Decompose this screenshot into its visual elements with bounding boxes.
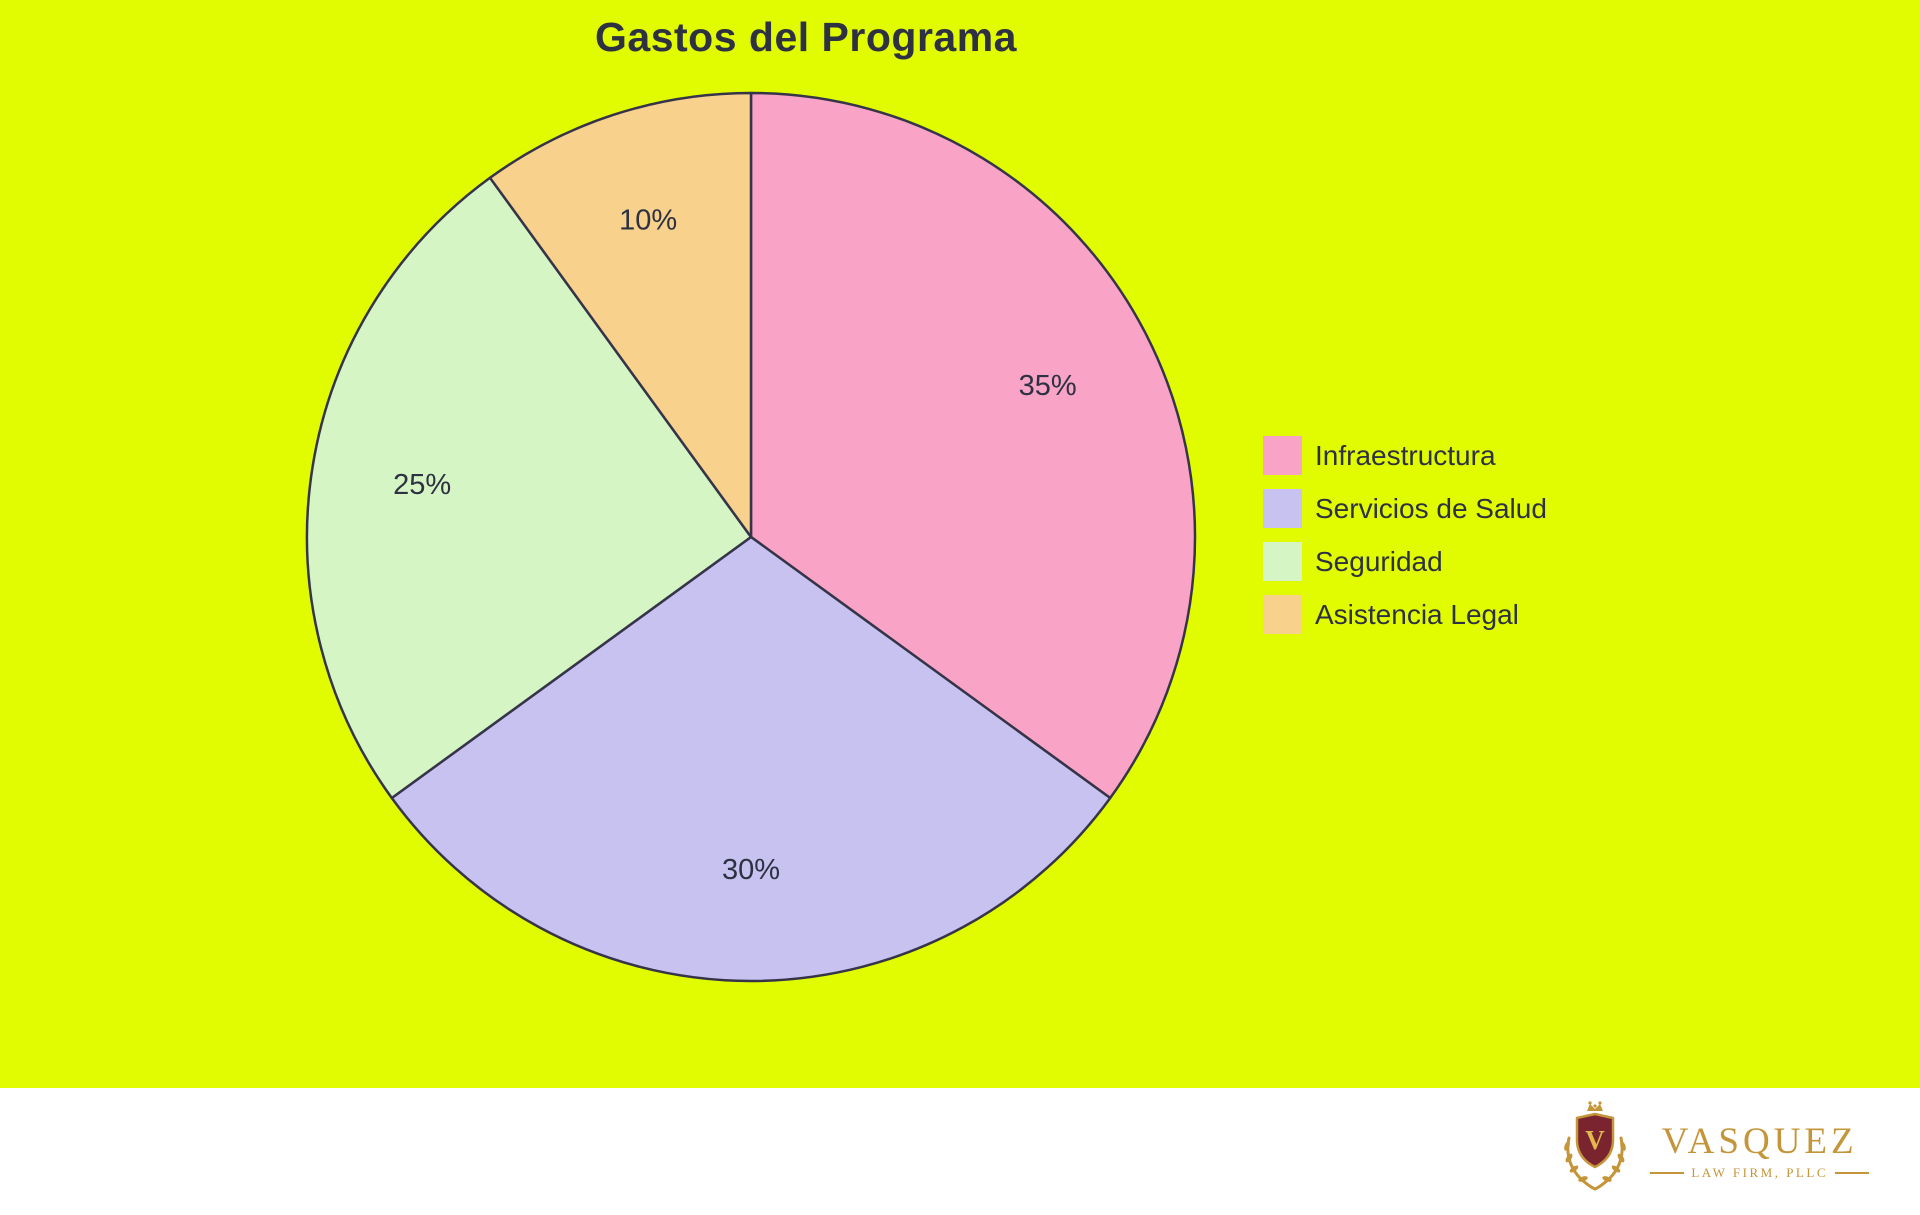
- legend-swatch: [1263, 436, 1302, 475]
- legend-item: Asistencia Legal: [1263, 595, 1547, 634]
- footer-bar: V VASQUEZ LAW FIRM, PLLC: [0, 1088, 1920, 1215]
- legend-item: Servicios de Salud: [1263, 489, 1547, 528]
- svg-text:V: V: [1586, 1125, 1606, 1155]
- pie-slice-label: 25%: [393, 469, 451, 501]
- laurel-wreath-icon: [1564, 1136, 1627, 1190]
- crest-icon: V: [1564, 1100, 1627, 1190]
- pie-chart: 35% 30% 25% 10%: [305, 91, 1197, 983]
- vasquez-law-firm-logo: V VASQUEZ LAW FIRM, PLLC: [1557, 1100, 1876, 1204]
- legend-label: Seguridad: [1315, 545, 1443, 577]
- brand-subtitle: LAW FIRM, PLLC: [1691, 1165, 1828, 1181]
- legend-item: Seguridad: [1263, 542, 1547, 581]
- shield-icon: V: [1576, 1112, 1615, 1168]
- pie-slice-label: 30%: [722, 854, 780, 886]
- pie-slice-label: 10%: [619, 204, 677, 236]
- pie-slice-servicios-de-salud: [390, 535, 1112, 983]
- pie-slice-seguridad: [305, 176, 753, 800]
- brand-divider-line: [1835, 1172, 1869, 1175]
- chart-title: Gastos del Programa: [595, 14, 1017, 60]
- legend-item: Infraestructura: [1263, 436, 1547, 475]
- legend-label: Infraestructura: [1315, 439, 1496, 471]
- chart-legend: Infraestructura Servicios de Salud Segurid…: [1263, 436, 1547, 648]
- legend-label: Servicios de Salud: [1315, 492, 1547, 524]
- legend-label: Asistencia Legal: [1315, 598, 1519, 630]
- pie-slice-asistencia-legal: [488, 91, 753, 539]
- legend-swatch: [1263, 542, 1302, 581]
- legend-swatch: [1263, 489, 1302, 528]
- brand-name: VASQUEZ: [1661, 1120, 1858, 1162]
- crown-icon: [1587, 1100, 1604, 1111]
- pie-slice-infraestructura: [749, 91, 1197, 800]
- legend-swatch: [1263, 595, 1302, 634]
- brand-divider-line: [1650, 1172, 1685, 1175]
- pie-slice-label: 35%: [1019, 370, 1077, 402]
